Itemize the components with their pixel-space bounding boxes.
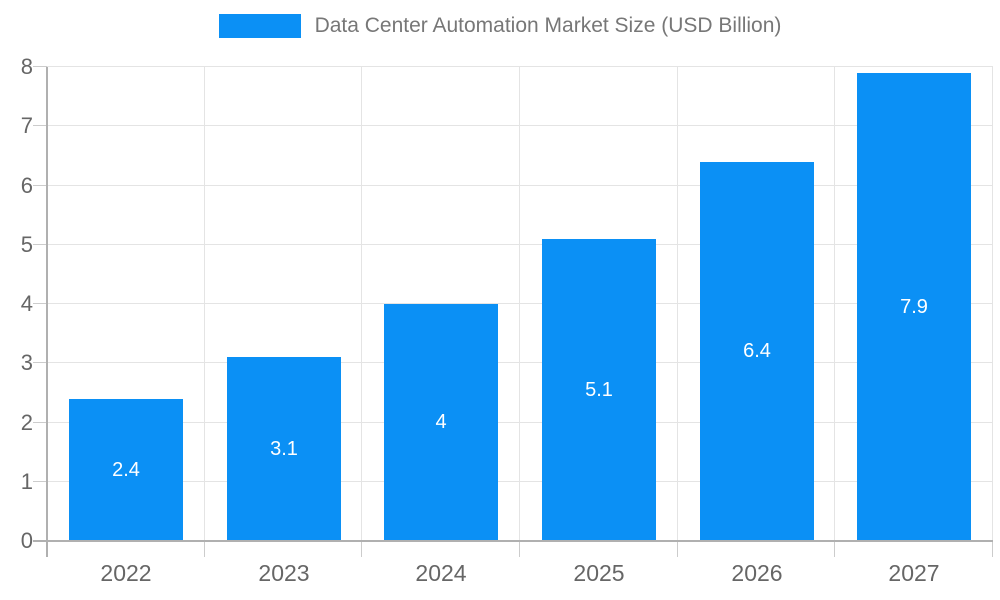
x-tick bbox=[834, 541, 835, 557]
y-tick bbox=[33, 125, 47, 126]
x-grid-line bbox=[677, 67, 678, 541]
y-tick bbox=[33, 422, 47, 423]
y-grid-line bbox=[47, 362, 993, 363]
y-tick-label: 8 bbox=[20, 54, 33, 79]
x-tick bbox=[677, 541, 678, 557]
y-tick-label: 0 bbox=[20, 528, 33, 553]
bar-value-label: 4 bbox=[435, 411, 447, 433]
x-tick bbox=[361, 541, 362, 557]
y-tick bbox=[33, 362, 47, 363]
bar[interactable] bbox=[69, 399, 183, 540]
bar-value-label: 5.1 bbox=[585, 379, 613, 401]
x-grid-line bbox=[204, 67, 205, 541]
bar[interactable] bbox=[227, 357, 341, 540]
bar[interactable] bbox=[857, 73, 971, 540]
y-grid-line bbox=[47, 481, 993, 482]
x-grid-line bbox=[834, 67, 835, 541]
x-grid-line bbox=[519, 67, 520, 541]
y-tick-label: 3 bbox=[20, 350, 33, 375]
x-tick bbox=[204, 541, 205, 557]
y-tick bbox=[33, 244, 47, 245]
bar[interactable] bbox=[700, 162, 814, 540]
x-tick-label: 2022 bbox=[100, 560, 152, 586]
x-tick bbox=[992, 541, 993, 557]
y-tick-label: 1 bbox=[20, 469, 33, 494]
y-tick-label: 5 bbox=[20, 232, 33, 257]
x-grid-line bbox=[992, 67, 993, 541]
x-tick bbox=[519, 541, 520, 557]
x-tick-label: 2026 bbox=[731, 560, 783, 586]
y-tick-label: 7 bbox=[20, 113, 33, 138]
y-tick bbox=[33, 481, 47, 482]
x-tick-label: 2027 bbox=[888, 560, 940, 586]
y-tick bbox=[33, 66, 47, 67]
y-grid-line bbox=[47, 244, 993, 245]
y-grid-line bbox=[47, 66, 993, 67]
x-tick-label: 2024 bbox=[415, 560, 467, 586]
y-tick-label: 6 bbox=[20, 173, 33, 198]
bar[interactable] bbox=[384, 304, 498, 540]
bar-value-label: 7.9 bbox=[900, 296, 928, 318]
y-tick-label: 4 bbox=[20, 291, 33, 316]
bar-value-label: 6.4 bbox=[743, 340, 771, 362]
y-grid-line bbox=[47, 422, 993, 423]
y-grid-line bbox=[47, 125, 993, 126]
y-tick-label: 2 bbox=[20, 410, 33, 435]
x-grid-line bbox=[361, 67, 362, 541]
y-grid-line bbox=[47, 185, 993, 186]
y-grid-line bbox=[47, 303, 993, 304]
bar-value-label: 3.1 bbox=[270, 438, 298, 460]
x-tick-label: 2025 bbox=[573, 560, 625, 586]
y-tick bbox=[33, 303, 47, 304]
legend-swatch bbox=[218, 14, 301, 38]
y-axis-line bbox=[46, 67, 48, 557]
y-tick bbox=[33, 185, 47, 186]
legend-label: Data Center Automation Market Size (USD … bbox=[314, 14, 782, 37]
chart-legend[interactable]: Data Center Automation Market Size (USD … bbox=[0, 14, 1000, 38]
x-tick-label: 2023 bbox=[258, 560, 310, 586]
bar[interactable] bbox=[542, 239, 656, 540]
bar-value-label: 2.4 bbox=[112, 459, 140, 481]
x-axis-line bbox=[33, 540, 993, 542]
